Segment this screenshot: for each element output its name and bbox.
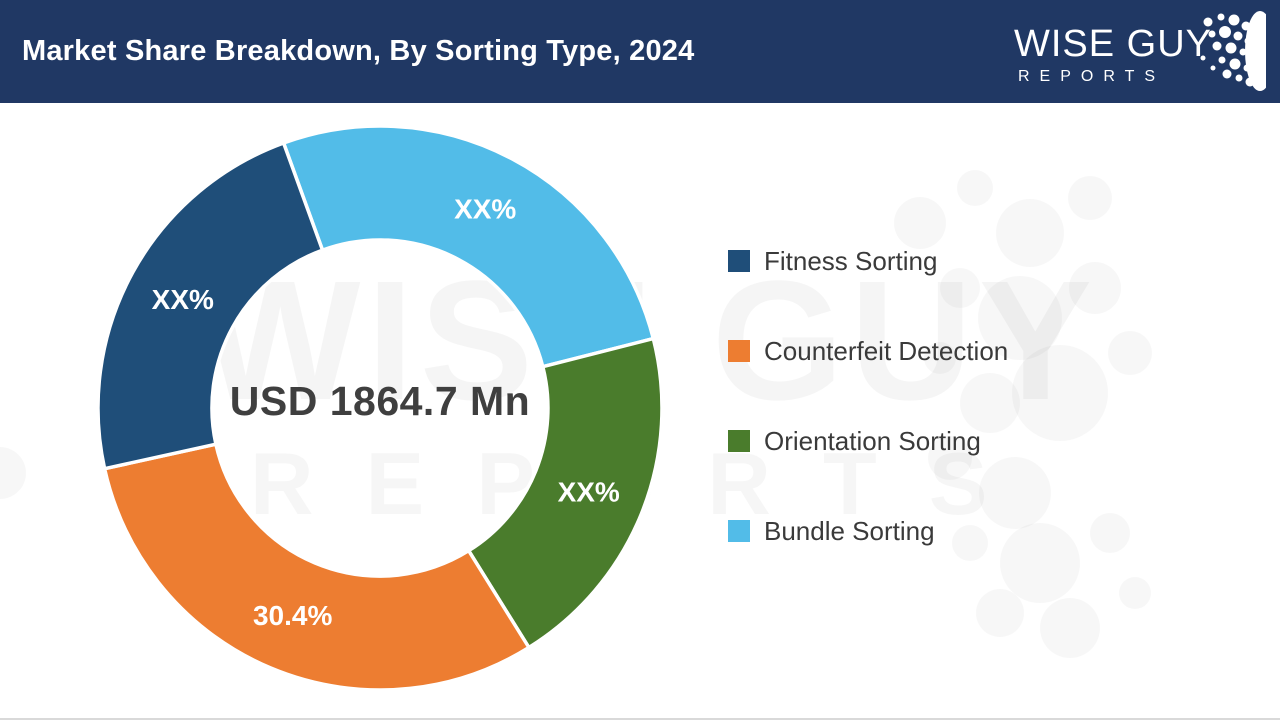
legend-swatch-fitness-sorting xyxy=(728,250,750,272)
legend-label: Fitness Sorting xyxy=(764,246,938,276)
pie-segment-percentage-label: 30.4% xyxy=(253,600,332,631)
wise-guy-logo: WISE GUY REPORTS xyxy=(1008,8,1266,96)
logo-subtitle: REPORTS xyxy=(1018,68,1165,85)
legend-swatch-counterfeit-detection xyxy=(728,340,750,362)
legend-label: Orientation Sorting xyxy=(764,426,981,456)
page-bottom-border xyxy=(0,718,1280,720)
pie-segment-counterfeit-detection xyxy=(102,442,531,692)
pie-segment-percentage-label: XX% xyxy=(454,194,516,225)
pie-segment-orientation-sorting xyxy=(466,336,664,650)
pie-segment-percentage-label: XX% xyxy=(152,284,214,315)
legend-swatch-bundle-sorting xyxy=(728,520,750,542)
legend-label: Bundle Sorting xyxy=(764,516,935,546)
donut-center-value: USD 1864.7 Mn xyxy=(229,378,531,424)
header: Market Share Breakdown, By Sorting Type,… xyxy=(0,0,1280,103)
wise-guy-logo-graphic: WISE GUY REPORTS xyxy=(1014,10,1266,91)
pie-segment-bundle-sorting xyxy=(281,124,656,369)
legend-item-fitness-sorting: Fitness Sorting xyxy=(728,247,1008,275)
pie-segment-percentage-label: XX% xyxy=(558,477,620,508)
chart-area: WISE GUY REPORTS XX%XX%30.4%XX% USD 1864… xyxy=(0,103,1280,718)
legend-item-bundle-sorting: Bundle Sorting xyxy=(728,517,1008,545)
chart-legend: Fitness Sorting Counterfeit Detection Or… xyxy=(728,247,1008,545)
page-title: Market Share Breakdown, By Sorting Type,… xyxy=(22,35,695,67)
pie-segment-fitness-sorting xyxy=(96,141,325,471)
legend-item-counterfeit-detection: Counterfeit Detection xyxy=(728,337,1008,365)
legend-swatch-orientation-sorting xyxy=(728,430,750,452)
legend-item-orientation-sorting: Orientation Sorting xyxy=(728,427,1008,455)
logo-face-dots xyxy=(1200,10,1266,91)
legend-label: Counterfeit Detection xyxy=(764,336,1009,366)
logo-wordmark: WISE GUY xyxy=(1014,23,1212,65)
